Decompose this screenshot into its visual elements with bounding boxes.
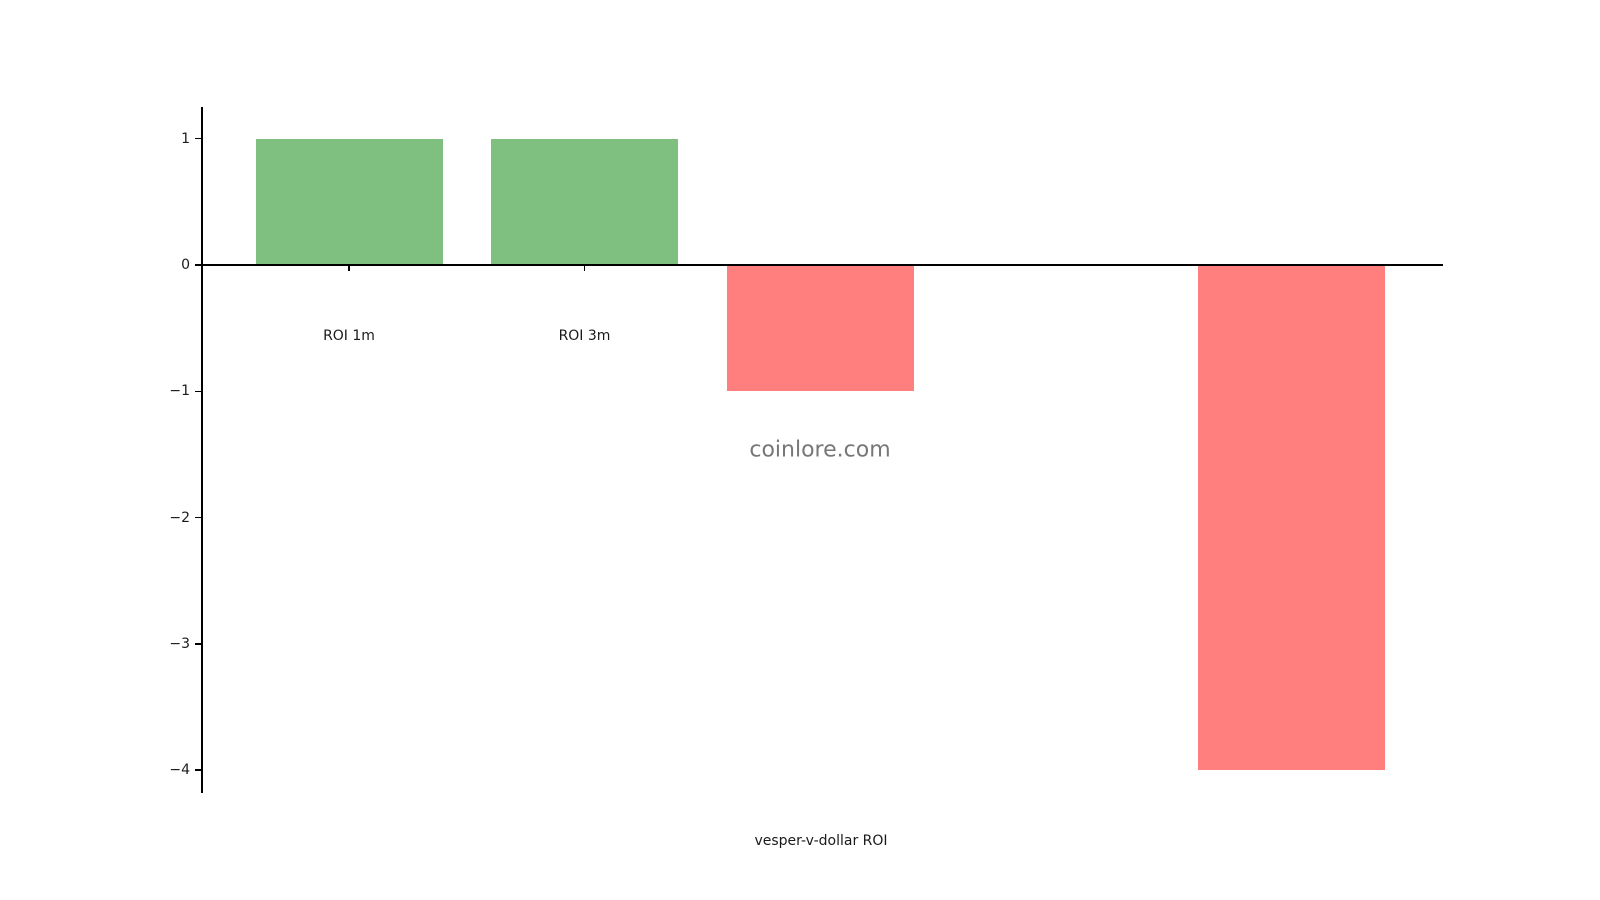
bar-slot-4 — [1197, 265, 1385, 771]
y-tick-mark — [195, 390, 201, 393]
y-tick-label: −4 — [169, 762, 190, 779]
y-tick-mark — [195, 137, 201, 140]
y-tick-mark — [195, 516, 201, 519]
y-tick-label: −1 — [169, 383, 190, 400]
y-axis-line — [201, 107, 203, 793]
x-category-label: ROI 3m — [558, 328, 611, 344]
chart-title: vesper-v-dollar ROI — [754, 833, 888, 849]
bar-roi-1m — [255, 138, 443, 265]
y-tick-label: −2 — [169, 509, 190, 526]
y-tick-mark — [195, 643, 201, 645]
x-tick-mark — [583, 265, 586, 271]
x-tick-mark — [348, 265, 350, 271]
y-tick-label: 0 — [181, 257, 190, 273]
x-category-label: ROI 1m — [323, 328, 375, 344]
y-tick-mark — [195, 769, 201, 771]
y-tick-label: −3 — [169, 635, 190, 652]
y-tick-label: 1 — [181, 130, 190, 147]
bar-roi-3m — [491, 138, 678, 265]
y-tick-mark — [195, 264, 201, 266]
bar-slot-2 — [726, 265, 914, 392]
watermark-text: coinlore.com — [749, 437, 891, 463]
x-axis-zero-line — [201, 264, 1443, 266]
